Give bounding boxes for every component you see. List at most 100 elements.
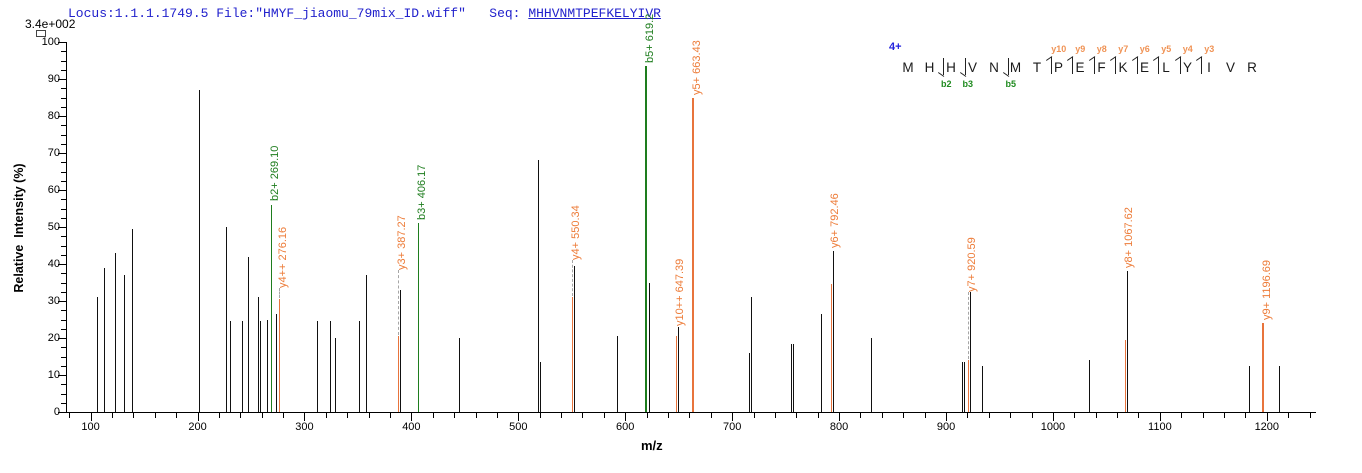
residue-17-R: R <box>1247 60 1257 75</box>
label-connector-y4+ <box>572 260 574 297</box>
x-tick-1080 <box>1138 413 1140 418</box>
x-tick-560 <box>582 413 584 418</box>
x-tick-1180 <box>1245 413 1247 418</box>
y-tick-20 <box>58 338 66 339</box>
x-tick-760 <box>796 413 798 418</box>
residue-10-F: F <box>1097 60 1106 75</box>
residue-4-V: V <box>967 60 977 75</box>
x-tick-1220 <box>1288 413 1290 418</box>
y-tick-7.5 <box>61 384 66 386</box>
y-tick-85 <box>61 97 66 99</box>
b-fragment-label-b3: b3 <box>962 79 973 89</box>
x-tick-840 <box>881 413 883 418</box>
y-fragment-mark-y5 <box>1158 57 1160 74</box>
b-fragment-label-b2: b2 <box>940 79 952 89</box>
x-tick-860 <box>903 413 905 418</box>
y-tick-label-40: 40 <box>47 258 60 270</box>
peak-label-y4+: y4+ 550.34 <box>570 205 583 261</box>
y-fragment-label-y3: y3 <box>1204 44 1215 54</box>
x-tick-460 <box>475 413 477 418</box>
x-tick-220 <box>218 413 220 418</box>
peak-mz-230.1 <box>229 321 231 412</box>
peak-mz-201 <box>198 90 200 412</box>
x-tick-720 <box>753 413 755 418</box>
residue-3-H: H <box>946 60 956 75</box>
y-tick-45 <box>61 245 66 247</box>
peak-mz-226.4 <box>225 227 227 412</box>
x-tick-240 <box>240 413 242 418</box>
residue-7-T: T <box>1032 60 1042 75</box>
x-tick-740 <box>774 413 776 418</box>
y-tick-72.5 <box>61 143 66 145</box>
x-tick-800 <box>839 413 841 421</box>
peak-mz-122.9 <box>115 252 117 412</box>
y-fragment-mark-y3 <box>1201 57 1203 74</box>
x-tick-540 <box>561 413 563 418</box>
y-fragment-label-y6: y6 <box>1139 44 1150 54</box>
y-tick-37.5 <box>61 273 66 275</box>
x-tick-380 <box>389 413 391 418</box>
peak-mz-518.4 <box>537 160 539 412</box>
seq-label <box>466 6 489 21</box>
peak-mz-112.3 <box>103 267 105 412</box>
peak-mz-138.3 <box>131 228 133 412</box>
y-tick-100 <box>58 42 66 43</box>
y-tick-62.5 <box>61 180 66 182</box>
peak-mz-520.6 <box>540 362 542 412</box>
x-tick-1000 <box>1052 413 1054 421</box>
x-tick-440 <box>454 413 456 418</box>
max-intensity-label: 3.4e+002 <box>25 17 76 31</box>
x-tick-label-500: 500 <box>509 421 528 433</box>
peak-mz-328.3 <box>334 338 336 412</box>
peak-y5+ <box>692 97 695 412</box>
x-tick-1200 <box>1266 413 1268 421</box>
residue-5-N: N <box>989 60 999 75</box>
x-tick-100 <box>90 413 92 421</box>
y-fragment-label-y8: y8 <box>1096 44 1107 54</box>
y-tick-95 <box>61 60 66 62</box>
x-tick-920 <box>967 413 969 418</box>
residue-6-M: M <box>1009 60 1022 75</box>
peak-mz-756.8 <box>792 343 794 412</box>
peak-b2+ <box>271 204 273 412</box>
peak-label-y4++: y4++ 276.16 <box>276 226 289 289</box>
y-tick-label-50: 50 <box>47 221 60 233</box>
x-tick-500 <box>518 413 520 421</box>
peak-mz-916.6 <box>963 362 965 412</box>
peak-mz-242 <box>242 321 244 412</box>
x-tick-880 <box>924 413 926 418</box>
peak-mz-829.4 <box>870 338 872 412</box>
y-tick-47.5 <box>61 236 66 238</box>
peak-y7+ <box>968 360 970 412</box>
y-tick-label-60: 60 <box>47 184 60 196</box>
y-tick-2.5 <box>61 402 66 404</box>
y-tick-87.5 <box>61 88 66 90</box>
y-tick-label-10: 10 <box>47 369 60 381</box>
x-tick-label-100: 100 <box>81 421 100 433</box>
y-tick-10 <box>58 375 66 376</box>
x-tick-label-1000: 1000 <box>1040 421 1066 433</box>
x-tick-940 <box>988 413 990 418</box>
peptide-sequence: MHHVNMTPEFKELYIVR <box>528 6 661 21</box>
spectrum-header: Locus:1.1.1.1749.5 File:"HMYF_jiaomu_79m… <box>68 6 661 21</box>
x-tick-1160 <box>1224 413 1226 418</box>
peak-label-y10++: y10++ 647.39 <box>673 258 686 327</box>
peak-label-y6+: y6+ 792.46 <box>829 193 842 249</box>
b-fragment-mark-b5 <box>1007 58 1009 75</box>
peak-mz-783.2 <box>821 313 823 412</box>
x-tick-280 <box>283 413 285 418</box>
x-tick-80 <box>69 413 71 418</box>
residue-15-I: I <box>1207 60 1211 75</box>
x-tick-label-700: 700 <box>722 421 742 433</box>
peak-y3+ <box>397 336 399 412</box>
y-tick-70 <box>58 153 66 154</box>
x-tick-1060 <box>1117 413 1119 418</box>
seq-key: Seq: <box>489 6 521 21</box>
peak-mz-592.6 <box>617 336 619 412</box>
y-tick-label-90: 90 <box>47 73 60 85</box>
peak-mz-914.6 <box>961 362 963 412</box>
residue-9-E: E <box>1075 60 1085 75</box>
y-axis-line <box>66 42 67 413</box>
x-tick-label-300: 300 <box>295 421 314 433</box>
